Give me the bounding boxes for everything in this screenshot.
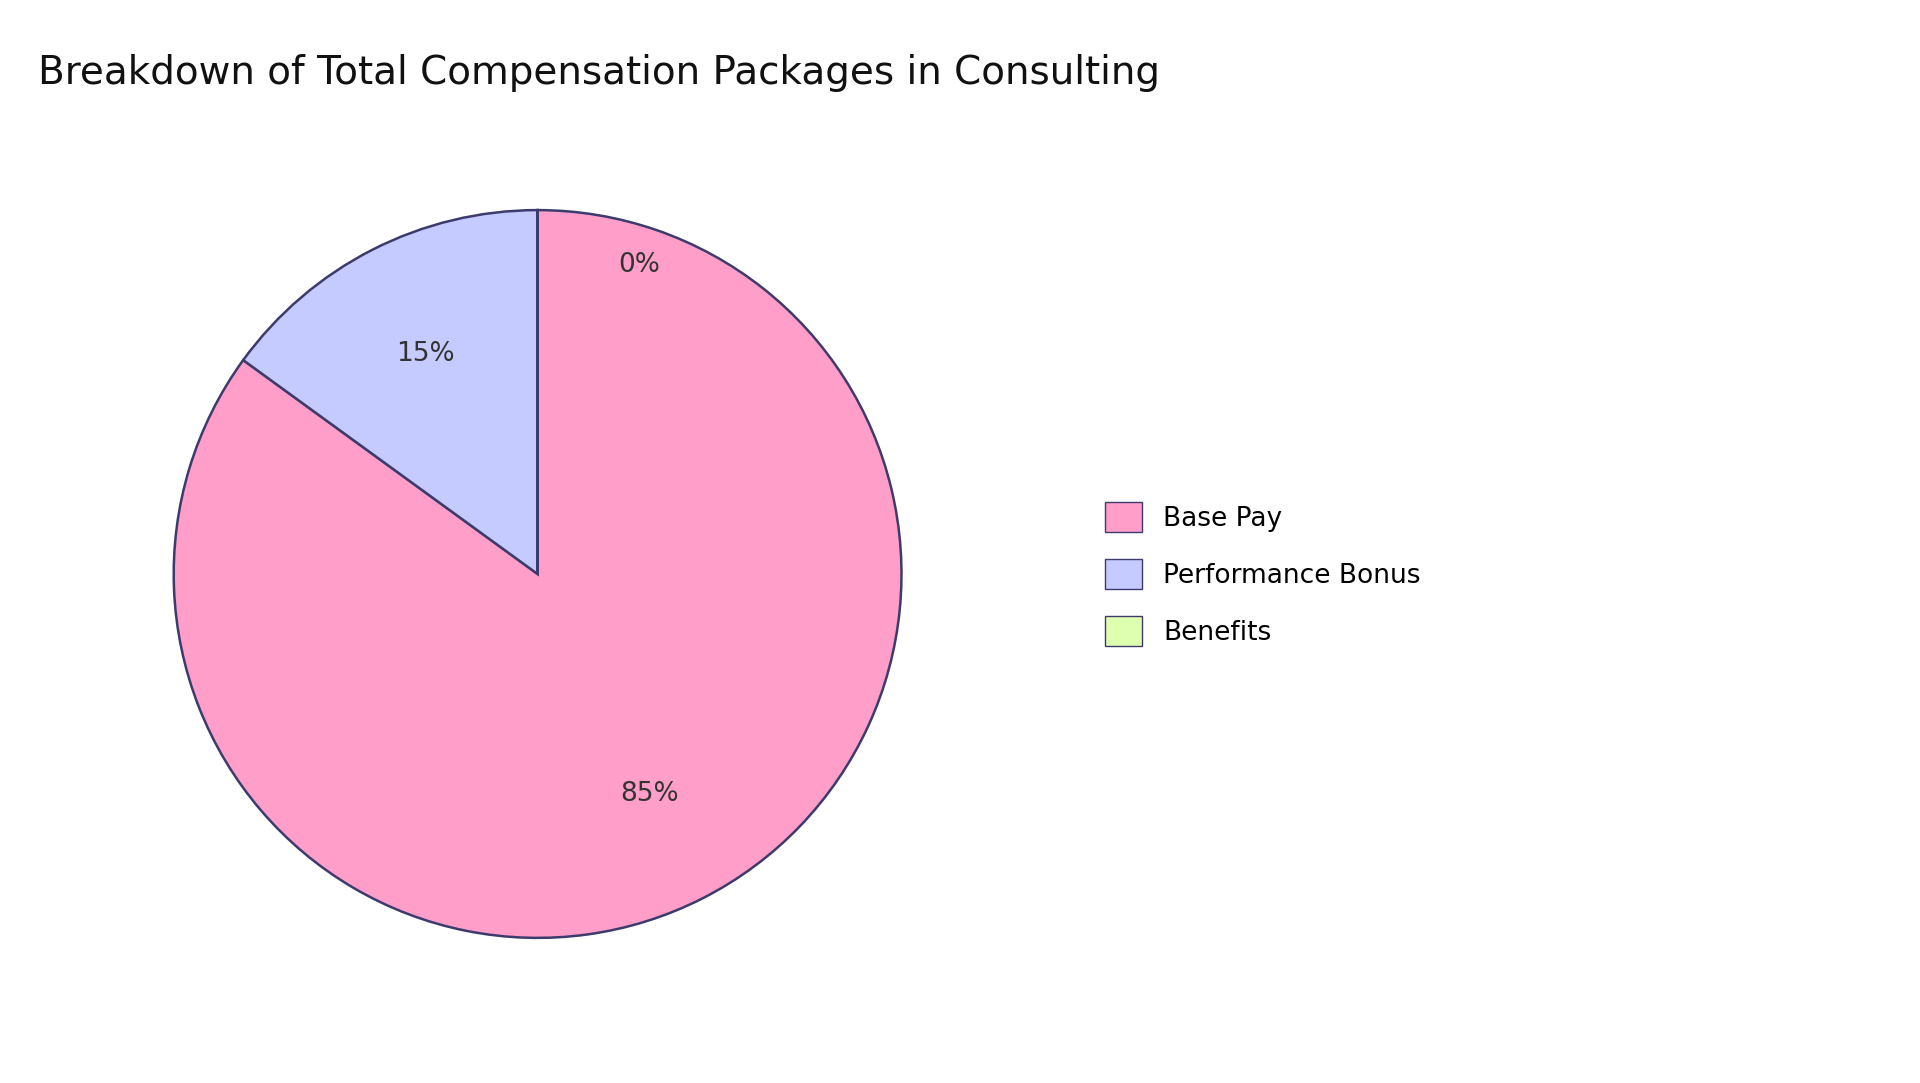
Text: 15%: 15% <box>396 340 455 366</box>
Text: 85%: 85% <box>620 782 680 808</box>
Wedge shape <box>173 210 902 938</box>
Text: Breakdown of Total Compensation Packages in Consulting: Breakdown of Total Compensation Packages… <box>38 54 1160 92</box>
Legend: Base Pay, Performance Bonus, Benefits: Base Pay, Performance Bonus, Benefits <box>1079 475 1448 673</box>
Text: 0%: 0% <box>618 251 660 277</box>
Wedge shape <box>244 210 538 574</box>
